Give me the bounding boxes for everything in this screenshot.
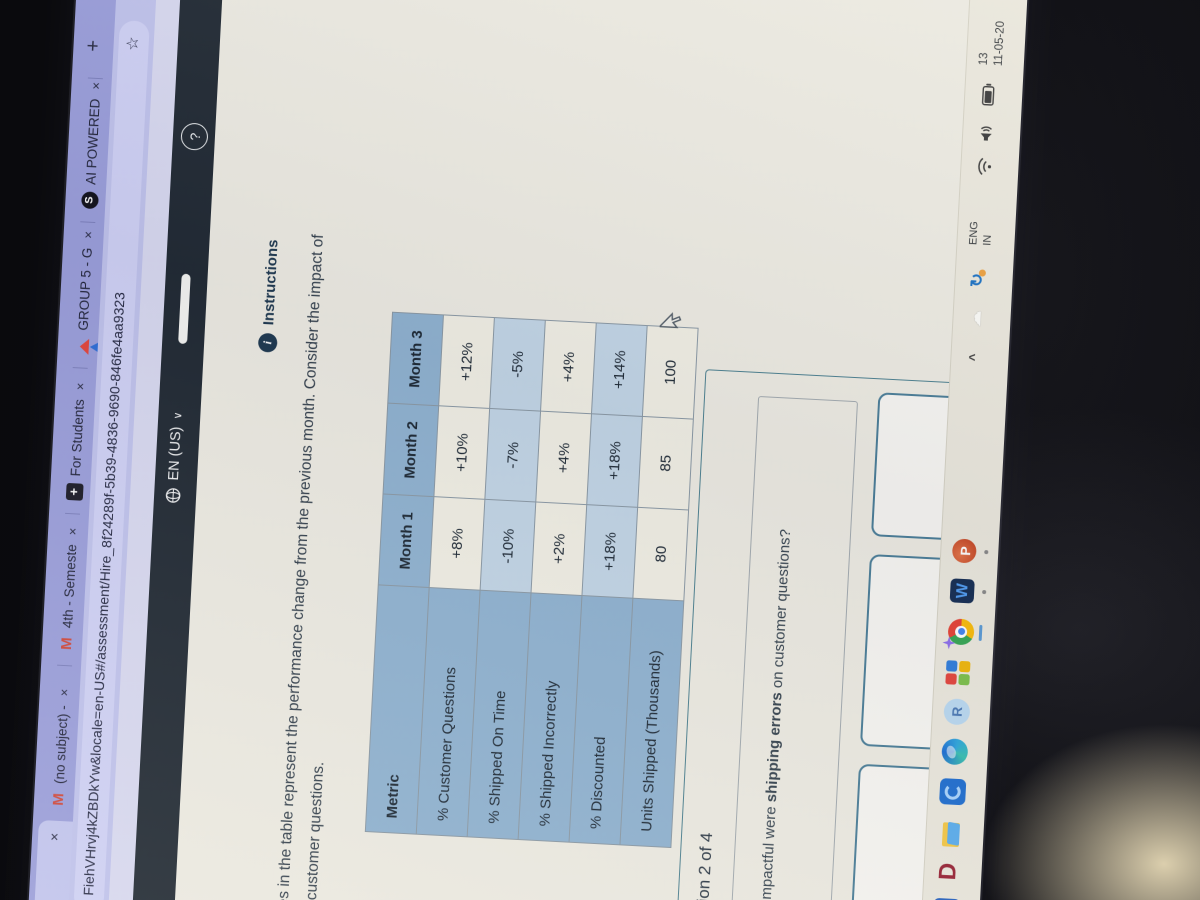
tab-title: For Students [67, 398, 87, 477]
mouse-cursor [659, 312, 682, 329]
close-tab-icon[interactable]: × [45, 832, 63, 842]
sync-icon[interactable]: ↻ [967, 272, 987, 288]
cell-value: +4% [540, 320, 597, 414]
language-selector[interactable]: EN (US) ∨ [165, 411, 186, 504]
tab-title: (no subject) - [51, 704, 71, 785]
battery-icon[interactable] [981, 83, 995, 106]
plus-square-icon: + [65, 482, 84, 501]
tab-title: 4th - Semeste [59, 543, 79, 629]
cell-value: +12% [438, 314, 495, 409]
s-circle-icon: S [80, 191, 99, 210]
cell-value: +18% [586, 413, 643, 508]
cell-value: 80 [632, 507, 689, 601]
new-tab-button[interactable]: + [82, 39, 105, 53]
blue-c-app-icon[interactable] [939, 778, 967, 806]
col-header-month1: Month 1 [378, 493, 434, 588]
clock-date: 11-05-20 [992, 20, 1008, 67]
language-label: EN (US) [165, 426, 185, 481]
close-tab-icon[interactable]: × [87, 81, 104, 90]
laptop-screen: × M (no subject) - × M 4th - Semeste × +… [25, 0, 1031, 900]
col-header-month2: Month 2 [383, 403, 439, 497]
tray-chevron-icon[interactable]: ^ [966, 353, 982, 362]
bookmark-star-icon[interactable]: ☆ [124, 36, 143, 52]
red-d-app-icon[interactable]: D [934, 862, 962, 881]
chevron-down-icon: ∨ [171, 411, 185, 420]
help-label: ? [186, 132, 203, 141]
cell-value: 100 [642, 325, 699, 420]
instructions-label: Instructions [260, 239, 282, 326]
cell-value: +2% [531, 501, 587, 596]
question-text-bold: shipping errors [762, 691, 786, 803]
cell-value: +10% [433, 405, 490, 500]
language-line1: ENG [967, 220, 981, 246]
onedrive-cloud-icon[interactable]: ☁ [965, 309, 985, 328]
close-tab-icon[interactable]: × [79, 230, 96, 240]
drive-triangle-icon [73, 337, 104, 356]
word-icon[interactable]: W [949, 578, 975, 604]
info-icon: i [257, 332, 278, 353]
cell-value: +8% [429, 496, 485, 591]
metrics-table: Metric Month 1 Month 2 Month 3 % Custome… [365, 312, 699, 848]
cell-value: +18% [581, 504, 638, 599]
cell-value: +14% [591, 322, 648, 417]
cell-value: -10% [480, 499, 536, 593]
gmail-icon: M [49, 792, 67, 807]
cell-value: -7% [484, 408, 541, 502]
col-header-month3: Month 3 [387, 312, 444, 406]
tab-title: GROUP 5 - G [75, 247, 95, 331]
gmail-icon: M [57, 636, 76, 651]
close-tab-icon[interactable]: × [55, 688, 72, 697]
volume-icon[interactable] [978, 123, 995, 142]
microsoft-365-icon[interactable] [945, 660, 971, 686]
close-tab-icon[interactable]: × [72, 382, 88, 391]
close-tab-icon[interactable]: × [64, 527, 80, 536]
language-indicator[interactable]: ENG IN [967, 221, 996, 246]
cell-value: -5% [489, 317, 546, 412]
question-text-pre: How impactful were [755, 801, 780, 900]
language-line2: IN [981, 234, 994, 247]
wifi-icon[interactable] [976, 157, 993, 176]
cell-value: 85 [637, 416, 694, 510]
clock[interactable]: 13 11-05-20 [977, 20, 1009, 67]
cell-value: +4% [535, 411, 592, 505]
globe-icon [165, 488, 181, 503]
question-text-post: on customer questions? [768, 528, 795, 693]
file-explorer-icon[interactable] [937, 820, 964, 848]
tab-title: AI POWERED [82, 98, 103, 186]
